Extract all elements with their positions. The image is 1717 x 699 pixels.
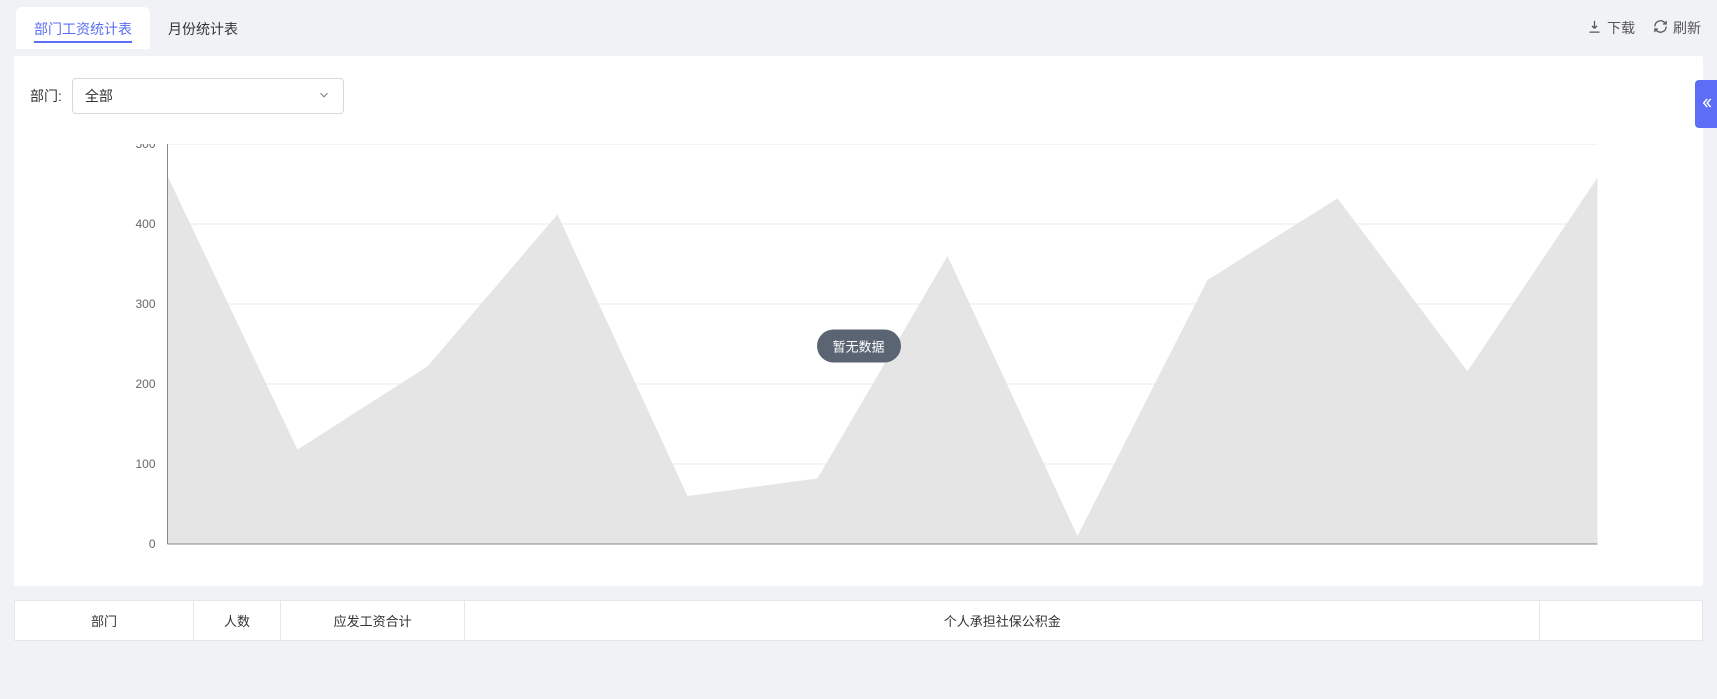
dept-filter-label: 部门: [30, 86, 62, 106]
table-column-header [1540, 601, 1703, 641]
tab-label: 部门工资统计表 [34, 21, 132, 37]
download-button[interactable]: 下载 [1587, 18, 1635, 38]
salary-table: 部门人数应发工资合计个人承担社保公积金 [14, 600, 1703, 641]
chevron-left-icon [1699, 96, 1713, 113]
table-header-row: 部门人数应发工资合计个人承担社保公积金 [15, 601, 1703, 641]
content-card: 部门: 全部 0 100 200 300 400 500 暂无数据 [14, 56, 1703, 586]
table-column-header: 部门 [15, 601, 194, 641]
chevron-down-icon [317, 88, 331, 105]
refresh-icon [1653, 19, 1668, 37]
y-tick-label: 100 [135, 457, 155, 471]
refresh-button[interactable]: 刷新 [1653, 18, 1701, 38]
no-data-tooltip: 暂无数据 [816, 330, 900, 363]
y-tick-label: 400 [135, 217, 155, 231]
download-label: 下载 [1607, 18, 1635, 38]
filter-row: 部门: 全部 [14, 56, 1703, 114]
table-column-header: 个人承担社保公积金 [465, 601, 1540, 641]
tab-dept-salary[interactable]: 部门工资统计表 [16, 7, 150, 49]
y-tick-label: 300 [135, 297, 155, 311]
dept-select-value: 全部 [85, 86, 113, 106]
side-collapse-handle[interactable] [1695, 80, 1717, 128]
table-column-header: 人数 [194, 601, 281, 641]
tab-month-stats[interactable]: 月份统计表 [150, 7, 256, 49]
refresh-label: 刷新 [1673, 18, 1701, 38]
chart-container: 0 100 200 300 400 500 暂无数据 [14, 114, 1703, 578]
tab-bar: 部门工资统计表 月份统计表 下载 刷新 [0, 0, 1717, 56]
tab-label: 月份统计表 [168, 21, 238, 37]
y-tick-label: 500 [135, 144, 155, 151]
download-icon [1587, 19, 1602, 37]
page-root: 部门工资统计表 月份统计表 下载 刷新 [0, 0, 1717, 699]
y-tick-label: 0 [149, 537, 156, 551]
y-tick-label: 200 [135, 377, 155, 391]
table-container: 部门人数应发工资合计个人承担社保公积金 [14, 600, 1703, 641]
dept-select[interactable]: 全部 [72, 78, 344, 114]
toolbar: 下载 刷新 [1587, 18, 1701, 38]
table-column-header: 应发工资合计 [280, 601, 465, 641]
